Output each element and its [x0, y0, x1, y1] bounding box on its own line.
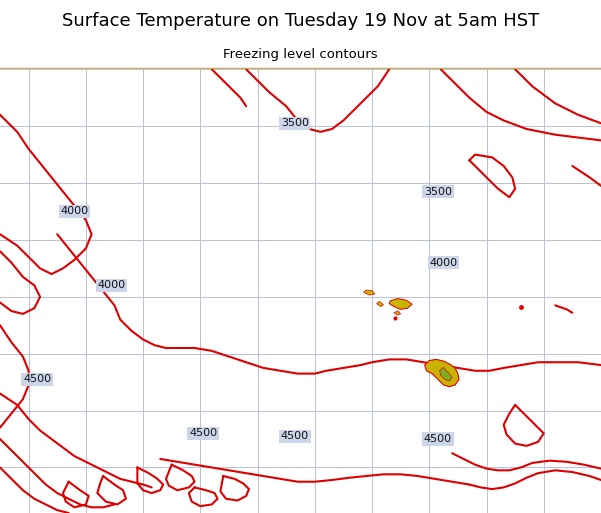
Text: 4500: 4500 — [189, 428, 217, 438]
Text: Freezing level contours: Freezing level contours — [223, 48, 378, 61]
Polygon shape — [364, 290, 375, 295]
Text: 4500: 4500 — [424, 434, 452, 444]
Text: 4000: 4000 — [60, 206, 88, 216]
Text: Surface Temperature on Tuesday 19 Nov at 5am HST: Surface Temperature on Tuesday 19 Nov at… — [62, 12, 539, 30]
Text: 3500: 3500 — [281, 119, 309, 128]
Text: 4500: 4500 — [23, 374, 51, 384]
Polygon shape — [377, 301, 383, 306]
Text: 3500: 3500 — [424, 187, 452, 196]
Text: 4000: 4000 — [97, 281, 126, 290]
Text: 4500: 4500 — [281, 431, 309, 441]
Text: 4000: 4000 — [430, 258, 457, 268]
Polygon shape — [394, 311, 401, 315]
Polygon shape — [389, 299, 412, 309]
Polygon shape — [439, 367, 452, 381]
Polygon shape — [425, 360, 459, 387]
